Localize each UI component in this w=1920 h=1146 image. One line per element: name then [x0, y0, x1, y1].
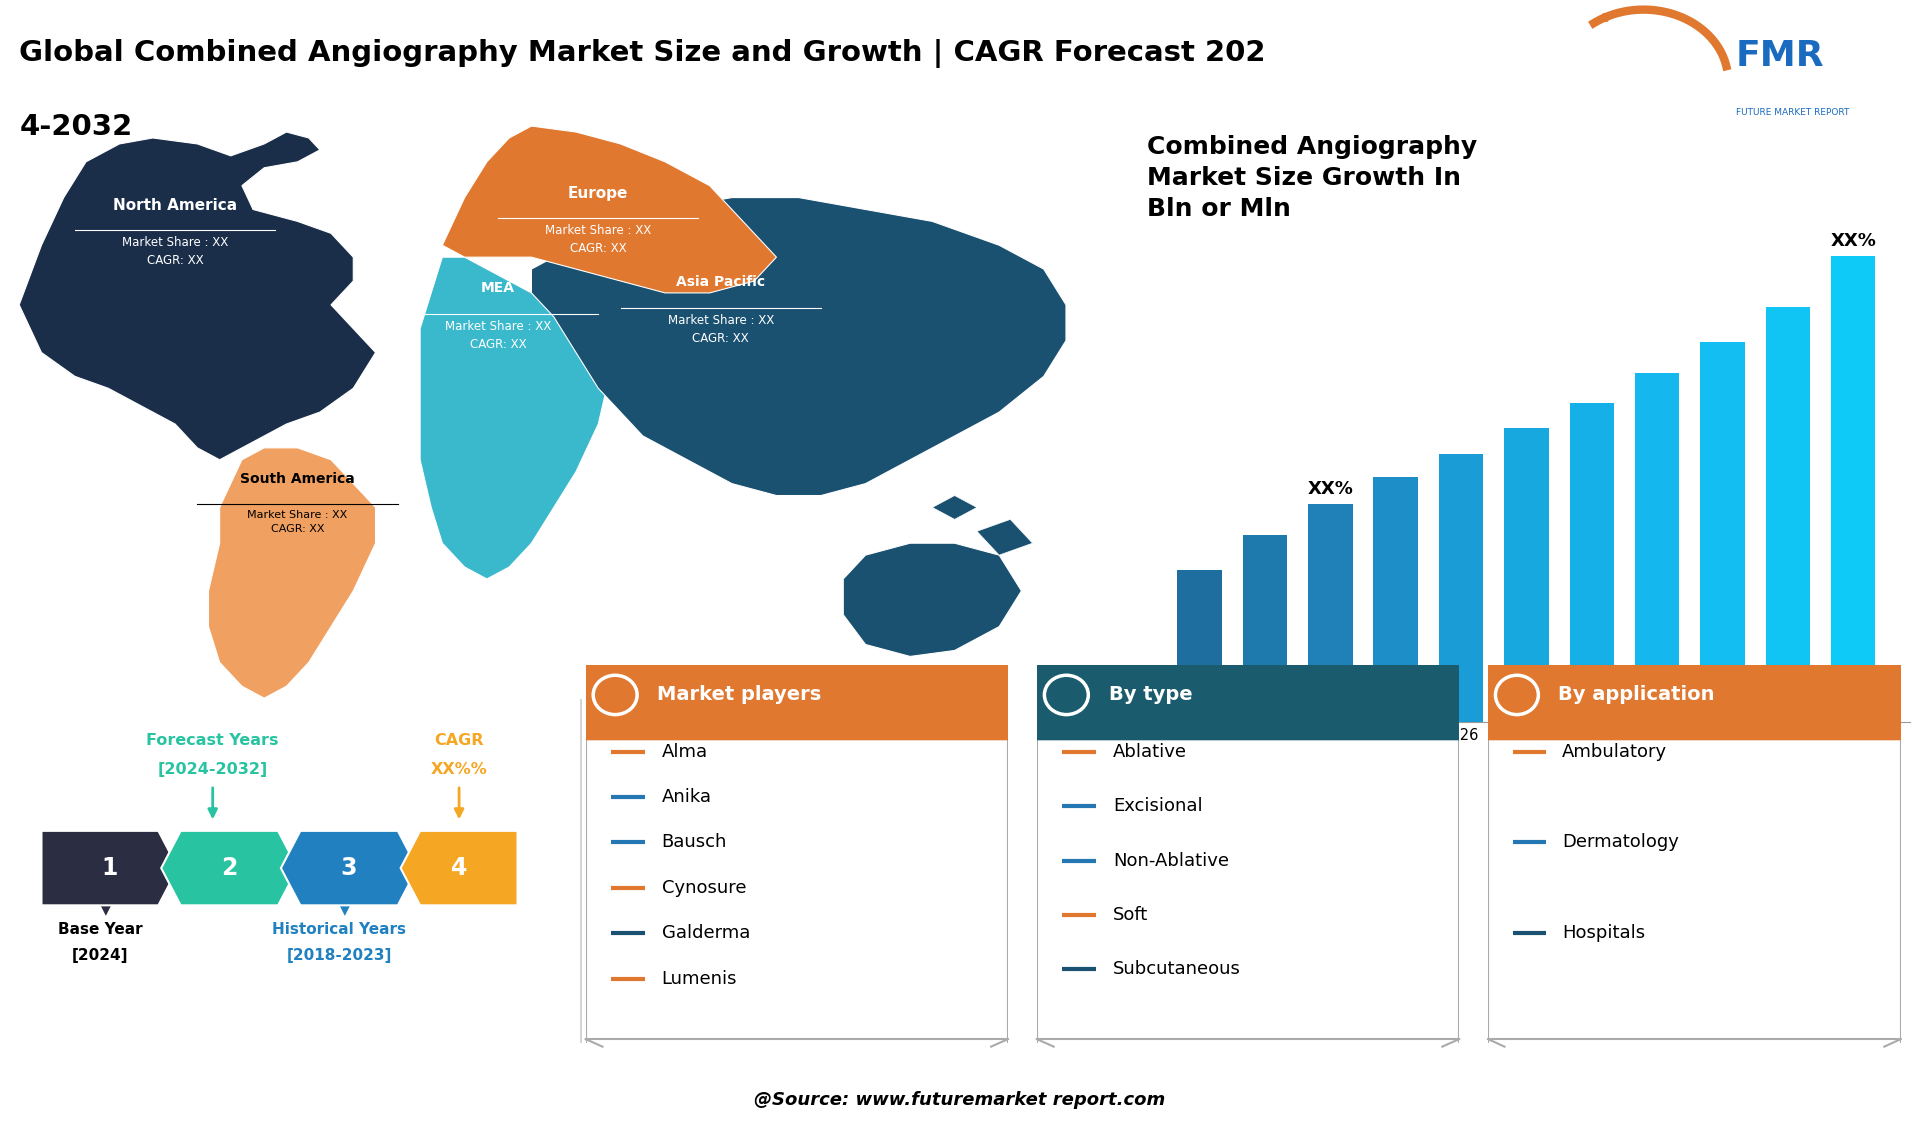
Bar — [1701, 343, 1745, 722]
Text: @Source: www.futuremarket report.com: @Source: www.futuremarket report.com — [755, 1091, 1165, 1109]
FancyBboxPatch shape — [1020, 650, 1476, 740]
Text: Non-Ablative: Non-Ablative — [1114, 851, 1229, 870]
Bar — [1832, 257, 1876, 722]
Polygon shape — [977, 519, 1033, 555]
Text: Alma: Alma — [662, 743, 708, 761]
Text: CAGR: CAGR — [434, 733, 484, 748]
Text: [2018-2023]: [2018-2023] — [286, 948, 392, 963]
Polygon shape — [442, 126, 776, 293]
Text: Bausch: Bausch — [662, 833, 728, 851]
Bar — [1308, 504, 1352, 722]
Text: Market Share : XX
CAGR: XX: Market Share : XX CAGR: XX — [668, 314, 774, 345]
Text: ▼: ▼ — [100, 902, 111, 917]
Text: XX%: XX% — [1308, 480, 1354, 499]
Text: Ablative: Ablative — [1114, 743, 1187, 761]
Text: [2024-2032]: [2024-2032] — [157, 762, 267, 777]
Polygon shape — [420, 257, 609, 579]
Text: Anika: Anika — [662, 788, 712, 806]
Text: 1: 1 — [102, 856, 117, 880]
Text: By application: By application — [1559, 685, 1715, 705]
Text: XX%: XX% — [1830, 233, 1876, 250]
Bar — [1373, 477, 1417, 722]
Text: Cynosure: Cynosure — [662, 879, 747, 897]
Polygon shape — [280, 831, 417, 905]
Text: By type: By type — [1108, 685, 1192, 705]
FancyBboxPatch shape — [568, 650, 1025, 740]
Polygon shape — [401, 831, 518, 905]
Text: Hospitals: Hospitals — [1563, 924, 1645, 942]
Polygon shape — [209, 448, 376, 698]
Polygon shape — [161, 831, 298, 905]
Text: Market Share : XX
CAGR: XX: Market Share : XX CAGR: XX — [123, 236, 228, 267]
Text: Market Share : XX
CAGR: XX: Market Share : XX CAGR: XX — [248, 510, 348, 534]
Polygon shape — [442, 126, 776, 293]
Text: Excisional: Excisional — [1114, 798, 1202, 815]
Polygon shape — [42, 831, 179, 905]
Bar — [1177, 571, 1221, 722]
Bar — [1636, 372, 1680, 722]
Text: Market Share : XX
CAGR: XX: Market Share : XX CAGR: XX — [445, 320, 551, 351]
Bar — [1503, 429, 1549, 722]
Text: FMR: FMR — [1736, 39, 1824, 73]
Text: South America: South America — [240, 472, 355, 486]
Text: 2: 2 — [221, 856, 238, 880]
Text: Dermatology: Dermatology — [1563, 833, 1680, 851]
Polygon shape — [532, 197, 1066, 495]
Bar — [1438, 454, 1484, 722]
Text: Lumenis: Lumenis — [662, 970, 737, 988]
Text: 4-2032: 4-2032 — [19, 112, 132, 141]
Text: Combined Angiography
Market Size Growth In
Bln or Mln: Combined Angiography Market Size Growth … — [1148, 135, 1476, 221]
Text: MEA: MEA — [482, 281, 515, 295]
Text: Europe: Europe — [568, 186, 628, 201]
Text: Ambulatory: Ambulatory — [1563, 743, 1667, 761]
Text: Historical Years: Historical Years — [273, 923, 407, 937]
Text: Asia Pacific: Asia Pacific — [676, 275, 766, 289]
Bar — [1766, 307, 1811, 722]
Text: XX%%: XX%% — [430, 762, 488, 777]
Text: 4: 4 — [451, 856, 467, 880]
Text: [2024]: [2024] — [71, 948, 129, 963]
Polygon shape — [19, 132, 376, 460]
Text: Market players: Market players — [657, 685, 822, 705]
Text: Global Combined Angiography Market Size and Growth | CAGR Forecast 202: Global Combined Angiography Market Size … — [19, 39, 1265, 68]
Text: North America: North America — [113, 197, 238, 212]
Text: FUTURE MARKET REPORT: FUTURE MARKET REPORT — [1736, 108, 1849, 117]
Text: Forecast Years: Forecast Years — [146, 733, 278, 748]
Text: Galderma: Galderma — [662, 924, 751, 942]
Text: Soft: Soft — [1114, 906, 1148, 924]
Polygon shape — [933, 495, 977, 519]
Text: Subcutaneous: Subcutaneous — [1114, 960, 1240, 979]
Bar — [1242, 535, 1286, 722]
Text: Base Year: Base Year — [58, 923, 142, 937]
Bar — [1569, 403, 1615, 722]
FancyBboxPatch shape — [1471, 650, 1918, 740]
Polygon shape — [843, 543, 1021, 657]
Text: ▼: ▼ — [340, 902, 351, 917]
Text: Market Share : XX
CAGR: XX: Market Share : XX CAGR: XX — [545, 225, 651, 256]
Text: 3: 3 — [342, 856, 357, 880]
